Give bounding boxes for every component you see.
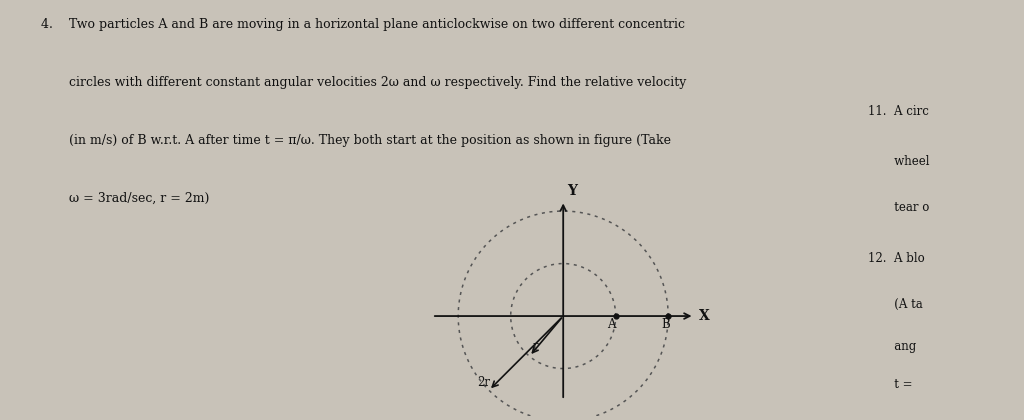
Text: 11.  A circ: 11. A circ bbox=[868, 105, 930, 118]
Text: Y: Y bbox=[567, 184, 577, 198]
Text: r: r bbox=[534, 340, 539, 353]
Text: ω = 3rad/sec, r = 2m): ω = 3rad/sec, r = 2m) bbox=[41, 192, 209, 205]
Text: (A ta: (A ta bbox=[868, 298, 924, 311]
Text: 2r: 2r bbox=[477, 376, 490, 389]
Text: B: B bbox=[662, 318, 670, 331]
Text: (in m/s) of B w.r.t. A after time t = π/ω. They both start at the position as sh: (in m/s) of B w.r.t. A after time t = π/… bbox=[41, 134, 671, 147]
Text: t =: t = bbox=[868, 378, 913, 391]
Text: ang: ang bbox=[868, 340, 916, 353]
Text: X: X bbox=[698, 309, 710, 323]
Text: 4.    Two particles A and B are moving in a horizontal plane anticlockwise on tw: 4. Two particles A and B are moving in a… bbox=[41, 18, 685, 31]
Text: wheel: wheel bbox=[868, 155, 930, 168]
Text: 12.  A blo: 12. A blo bbox=[868, 252, 926, 265]
Text: tear o: tear o bbox=[868, 201, 930, 214]
Text: circles with different constant angular velocities 2ω and ω respectively. Find t: circles with different constant angular … bbox=[41, 76, 686, 89]
Text: A: A bbox=[607, 318, 615, 331]
